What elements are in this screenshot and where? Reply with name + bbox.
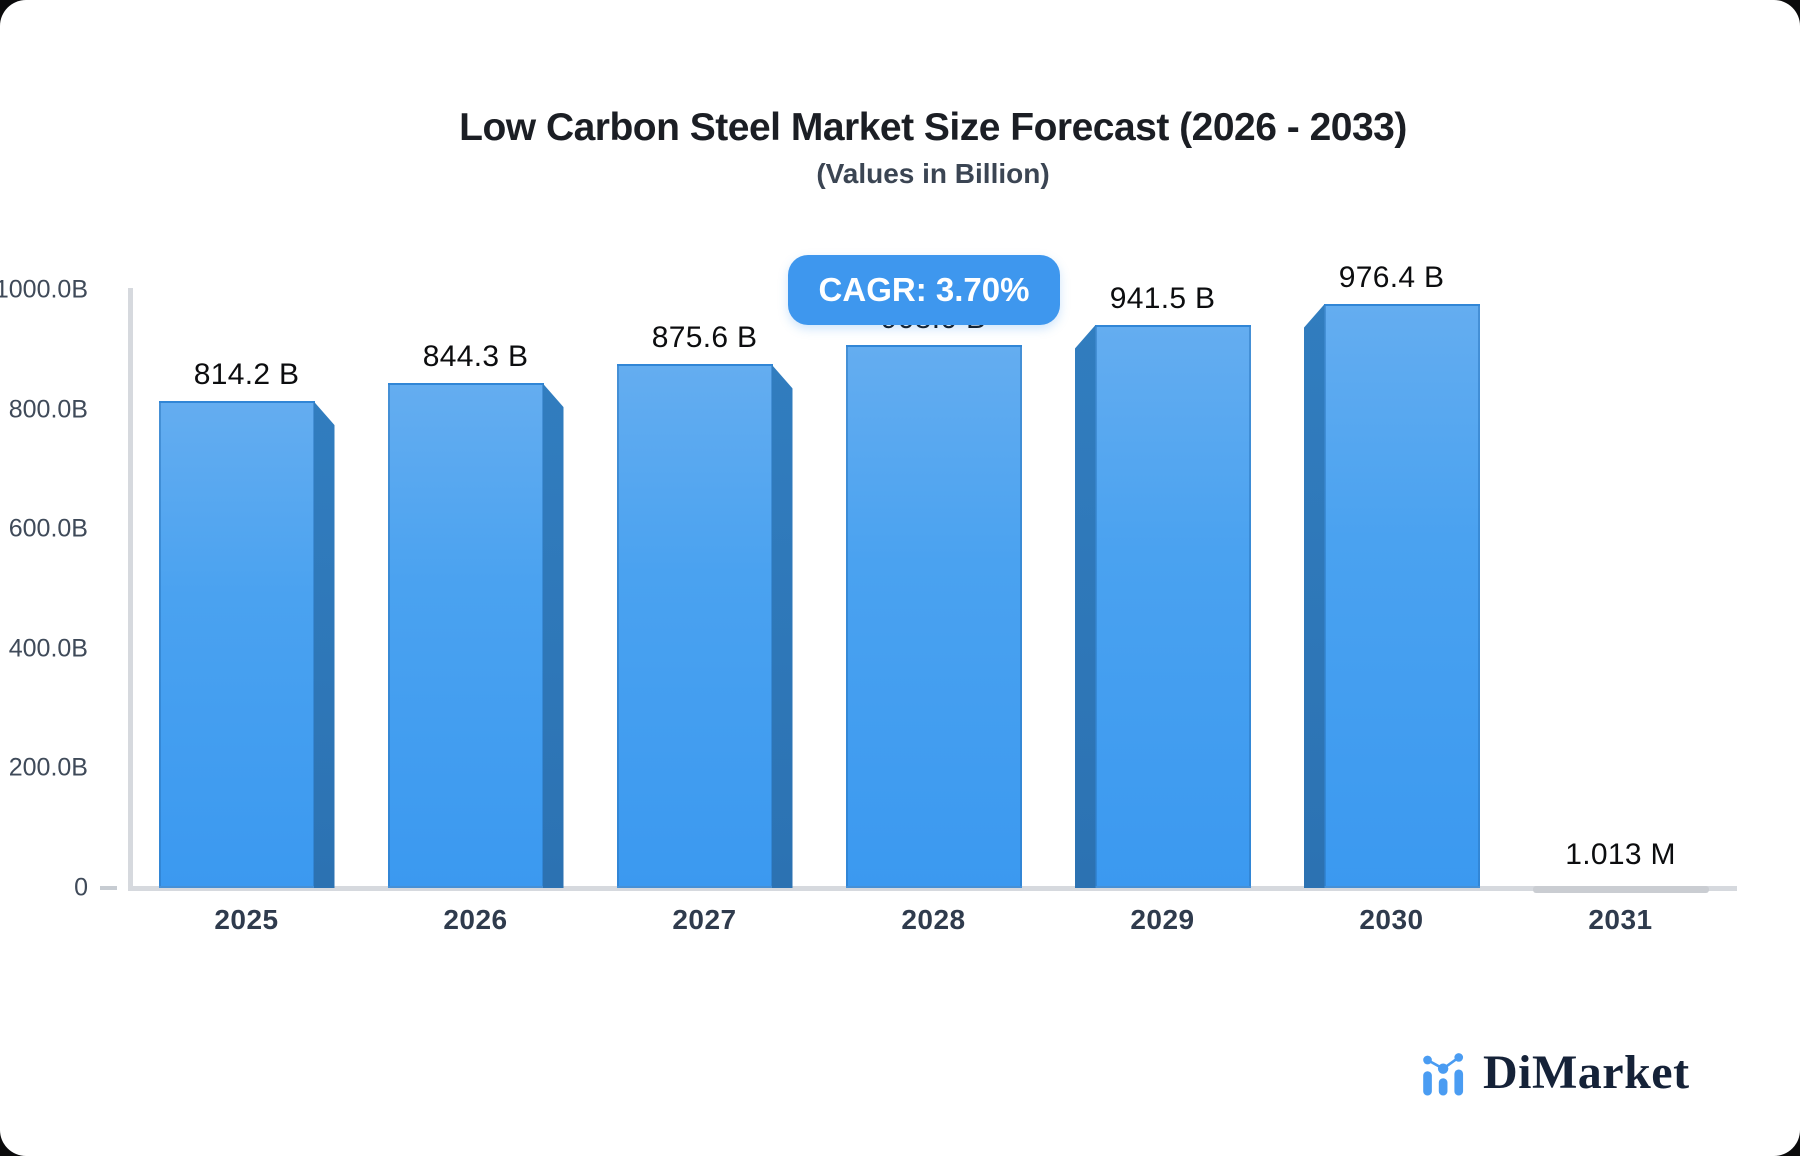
bar-face	[158, 401, 315, 888]
y-tick-label: 0	[74, 873, 88, 902]
x-axis-label: 2031	[1588, 904, 1653, 935]
bar-3d-side-face	[1074, 324, 1096, 888]
bar-face	[387, 383, 544, 888]
y-tick-label: 400.0B	[8, 634, 88, 663]
bar-3d-side-face	[1303, 304, 1325, 888]
y-tick-label: 800.0B	[8, 395, 88, 424]
x-axis-label: 2025	[214, 904, 279, 935]
y-axis-line	[128, 288, 133, 890]
bar-3d-side-face	[313, 401, 335, 888]
y-tick-label: 600.0B	[8, 514, 88, 543]
category-band: 844.3 B 2026	[361, 290, 590, 935]
y-tick-label: 200.0B	[8, 753, 88, 782]
dimarket-logo-icon	[1423, 1053, 1464, 1096]
chart-title: Low Carbon Steel Market Size Forecast (2…	[459, 106, 1407, 149]
bar-value-label: 941.5 B	[1109, 281, 1216, 315]
bar-value-label: 1.013 M	[1565, 838, 1676, 871]
category-band: 814.2 B 2025	[132, 290, 361, 935]
category-band: 908.0 B 2028	[819, 290, 1048, 935]
bar-2027: 875.6 B	[616, 321, 793, 888]
x-axis-label: 2028	[901, 904, 966, 935]
cagr-badge: CAGR: 3.70%	[788, 255, 1060, 325]
chart-subtitle: (Values in Billion)	[816, 158, 1050, 189]
bar-value-label: 875.6 B	[651, 321, 758, 355]
category-band: 875.6 B 2027	[590, 290, 819, 935]
brand-name: DiMarket	[1483, 1046, 1690, 1099]
category-band: 1.013 M 2031	[1506, 290, 1735, 935]
y-tick-label: 1000.0B	[0, 275, 88, 304]
bar-3d-side-face	[542, 383, 564, 888]
bar-2029: 941.5 B	[1074, 282, 1251, 888]
x-axis-label: 2030	[1359, 904, 1424, 935]
bar-2031: 1.013 M	[1532, 838, 1709, 893]
category-band: 941.5 B 2029	[1048, 282, 1277, 935]
bar-value-label: 814.2 B	[193, 358, 300, 392]
zero-tick-mark	[100, 886, 117, 890]
x-axis-line	[128, 886, 1737, 891]
bar-2025: 814.2 B	[158, 358, 335, 888]
bar-2026: 844.3 B	[387, 340, 564, 888]
bar-value-label: 976.4 B	[1338, 261, 1445, 295]
x-axis-label: 2026	[443, 904, 508, 935]
x-axis-label: 2027	[672, 904, 737, 935]
category-band: 976.4 B 2030	[1277, 261, 1506, 935]
bar-face	[616, 364, 773, 888]
bar-value-label: 844.3 B	[422, 340, 529, 374]
bar-2030: 976.4 B	[1303, 261, 1480, 888]
plot-area: 814.2 B 2025 844.3 B 2026 875.6 B 2027 908.0 B…	[132, 261, 1735, 935]
x-axis-label: 2029	[1130, 904, 1195, 935]
brand-logo: DiMarket	[1418, 1040, 1690, 1106]
bar-2028: 908.0 B	[845, 302, 1022, 888]
bar-face	[845, 345, 1022, 888]
bar-3d-side-face	[771, 364, 793, 888]
cagr-badge-label: CAGR: 3.70%	[818, 271, 1030, 308]
bar-face	[1094, 324, 1251, 888]
bar-face	[1323, 304, 1480, 888]
